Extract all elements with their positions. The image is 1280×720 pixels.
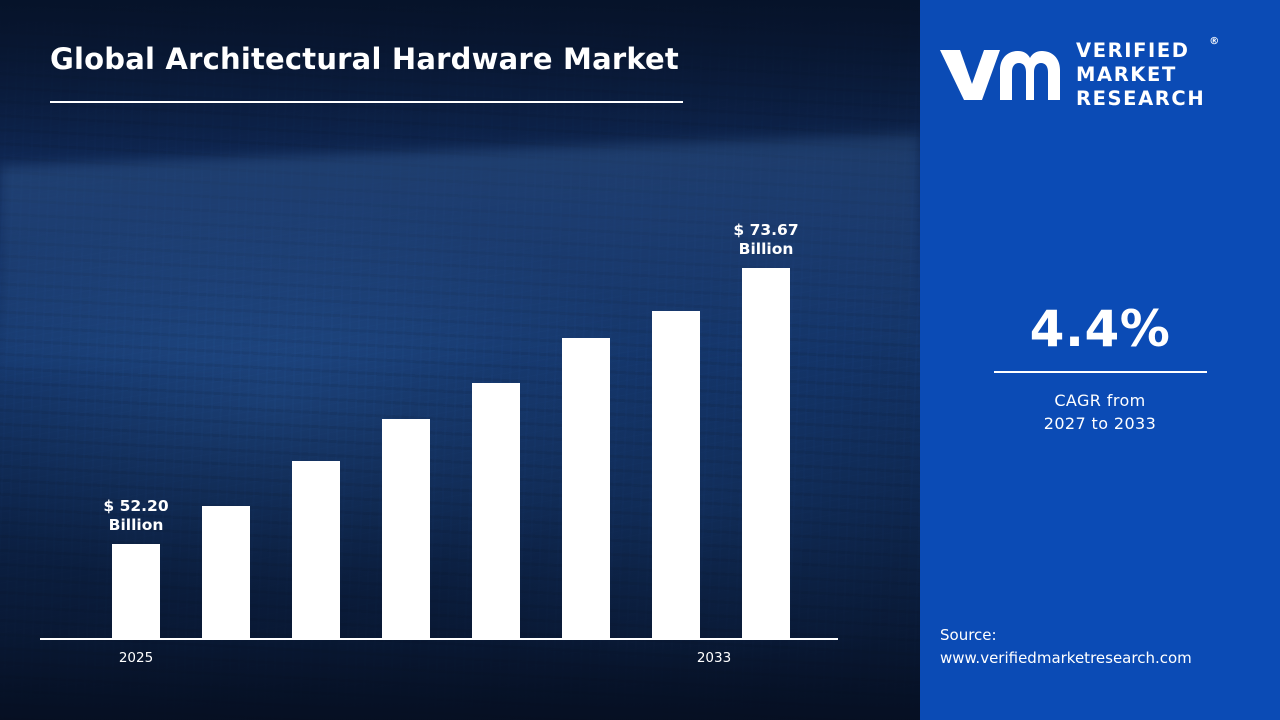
- page-title: Global Architectural Hardware Market: [50, 42, 679, 76]
- source-block: Source: www.verifiedmarketresearch.com: [940, 624, 1270, 671]
- source-url[interactable]: www.verifiedmarketresearch.com: [940, 648, 1192, 667]
- registered-trademark-icon: ®: [1209, 36, 1220, 48]
- brand-line-3: RESEARCH: [1076, 86, 1206, 110]
- brand-line-1: VERIFIED: [1076, 39, 1190, 63]
- bar-2031[interactable]: [652, 311, 700, 638]
- bar-label-2032: $ 73.67 Billion: [733, 221, 798, 259]
- bar-label-2025-line2: Billion: [108, 516, 164, 535]
- cagr-caption-line2: 2027 to 2033: [1043, 413, 1157, 433]
- bar-2032[interactable]: $ 73.67 Billion: [733, 221, 799, 638]
- brand-line-2: MARKET: [1076, 63, 1177, 87]
- x-tick-first: 2025: [118, 650, 154, 666]
- vmr-logo-icon: [940, 50, 1060, 100]
- bar-label-2032-line2: Billion: [738, 240, 794, 259]
- source-label: Source:: [940, 625, 997, 644]
- bar-group: $ 52.20 Billion $ 73.67 Billion: [103, 221, 812, 638]
- cagr-value: 4.4%: [1029, 300, 1171, 358]
- bar-2029[interactable]: [472, 383, 520, 638]
- bar-2028[interactable]: [382, 419, 430, 638]
- x-tick-last: 2033: [696, 650, 732, 666]
- bar-2030[interactable]: [562, 338, 610, 638]
- brand-logo-text: VERIFIED MARKET RESEARCH ®: [1076, 36, 1219, 110]
- bar-label-2032-line1: $ 73.67: [733, 221, 799, 240]
- bar-label-2025-line1: $ 52.20: [103, 497, 169, 516]
- cagr-caption-line1: CAGR from: [1054, 391, 1146, 410]
- cagr-divider: [994, 371, 1207, 373]
- bar-chart: $ 52.20 Billion $ 73.67 Billion: [40, 200, 840, 670]
- sidebar-panel: VERIFIED MARKET RESEARCH ® 4.4% CAGR fro…: [920, 0, 1280, 720]
- chart-panel: Global Architectural Hardware Market $ 5…: [0, 0, 920, 720]
- cagr-caption: CAGR from 2027 to 2033: [920, 390, 1280, 435]
- bar-2025[interactable]: $ 52.20 Billion: [103, 497, 169, 638]
- x-axis-line: [40, 638, 838, 640]
- title-divider: [50, 101, 683, 103]
- bar-label-2025: $ 52.20 Billion: [103, 497, 168, 535]
- brand-logo[interactable]: VERIFIED MARKET RESEARCH ®: [920, 30, 1280, 120]
- bar-2026[interactable]: [202, 506, 250, 638]
- bar-2027[interactable]: [292, 461, 340, 638]
